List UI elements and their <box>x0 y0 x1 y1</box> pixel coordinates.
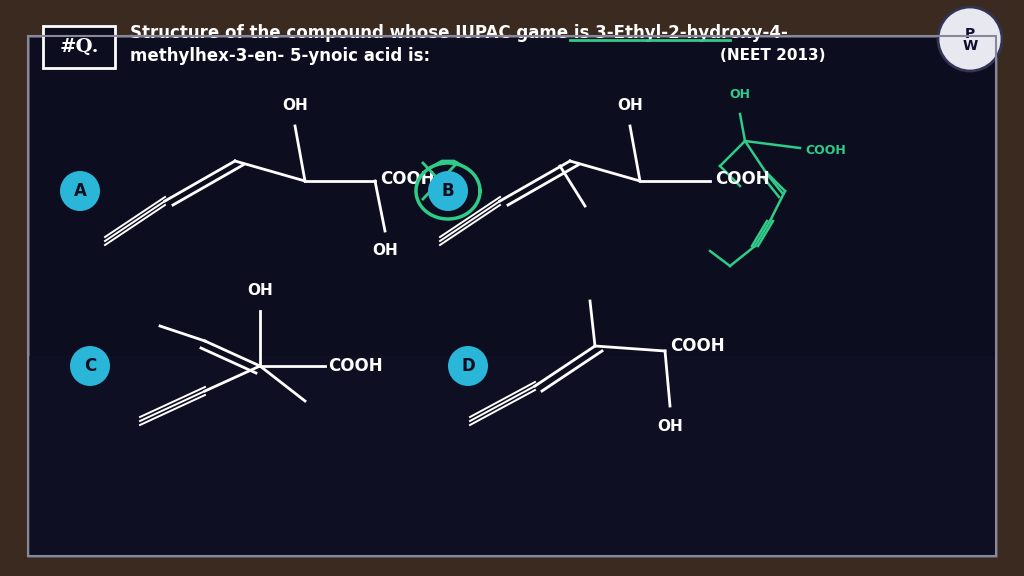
FancyBboxPatch shape <box>43 26 115 68</box>
Text: W: W <box>963 39 978 53</box>
Text: methylhex-3-en- 5-ynoic acid is:: methylhex-3-en- 5-ynoic acid is: <box>130 47 430 65</box>
Text: OH: OH <box>247 283 272 298</box>
Text: COOH: COOH <box>380 170 434 188</box>
Text: P: P <box>965 27 975 41</box>
Text: COOH: COOH <box>715 170 770 188</box>
Text: (NEET 2013): (NEET 2013) <box>720 48 825 63</box>
Circle shape <box>938 7 1002 71</box>
Text: OH: OH <box>657 419 683 434</box>
Text: D: D <box>461 357 475 375</box>
Bar <box>28 356 996 556</box>
Text: COOH: COOH <box>670 337 725 355</box>
Text: A: A <box>74 182 86 200</box>
Text: C: C <box>84 357 96 375</box>
Circle shape <box>449 346 488 386</box>
Text: COOH: COOH <box>328 357 383 375</box>
Text: OH: OH <box>372 243 398 258</box>
FancyBboxPatch shape <box>28 36 996 556</box>
Circle shape <box>428 171 468 211</box>
Text: Structure of the compound whose IUPAC game is 3-Ethyl-2-hydroxy-4-: Structure of the compound whose IUPAC ga… <box>130 24 787 42</box>
Text: COOH: COOH <box>805 145 846 157</box>
Text: OH: OH <box>617 98 643 113</box>
Circle shape <box>70 346 110 386</box>
Text: OH: OH <box>729 88 751 101</box>
Text: OH: OH <box>283 98 308 113</box>
Text: #Q.: #Q. <box>59 38 98 56</box>
Text: B: B <box>441 182 455 200</box>
Circle shape <box>60 171 100 211</box>
